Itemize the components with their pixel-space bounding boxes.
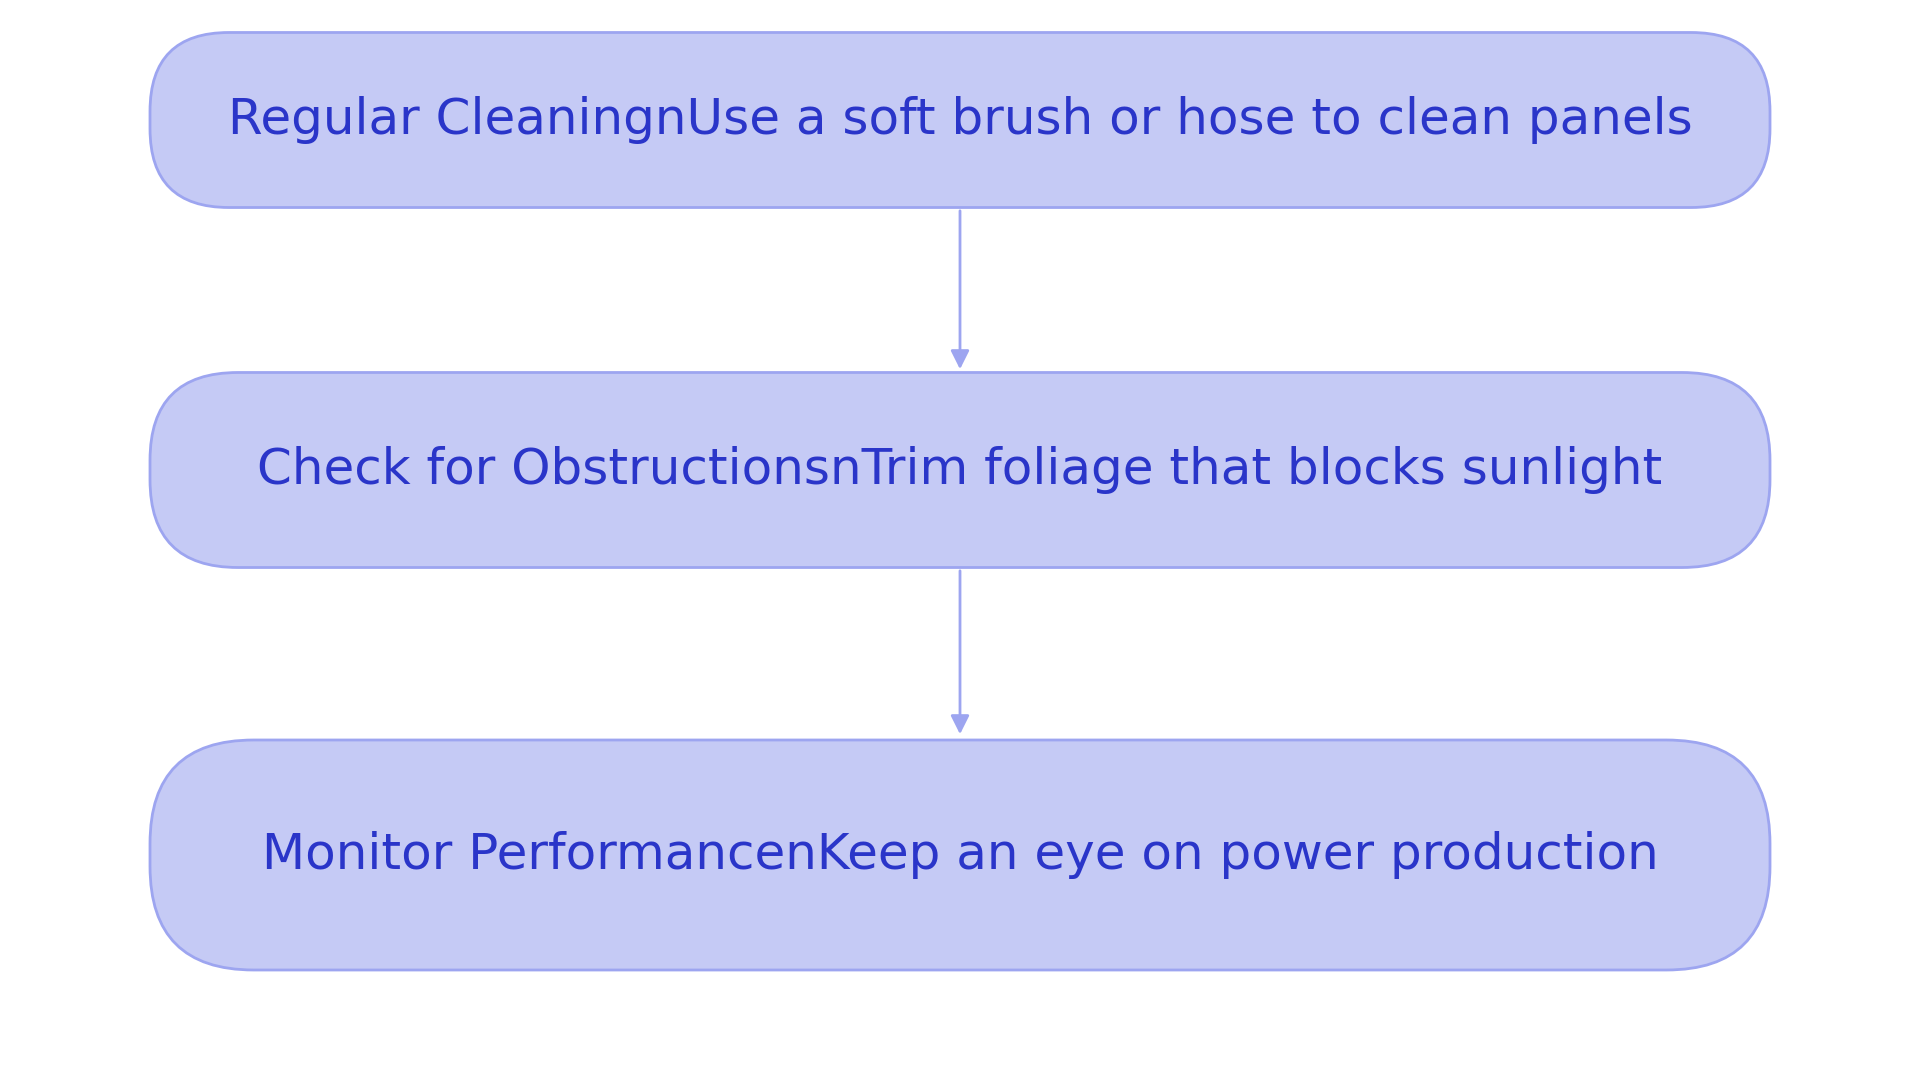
FancyBboxPatch shape: [150, 373, 1770, 567]
FancyBboxPatch shape: [150, 32, 1770, 208]
Text: Check for ObstructionsnTrim foliage that blocks sunlight: Check for ObstructionsnTrim foliage that…: [257, 446, 1663, 494]
Text: Monitor PerformancenKeep an eye on power production: Monitor PerformancenKeep an eye on power…: [261, 831, 1659, 879]
Text: Regular CleaningnUse a soft brush or hose to clean panels: Regular CleaningnUse a soft brush or hos…: [228, 96, 1692, 144]
FancyBboxPatch shape: [150, 740, 1770, 970]
